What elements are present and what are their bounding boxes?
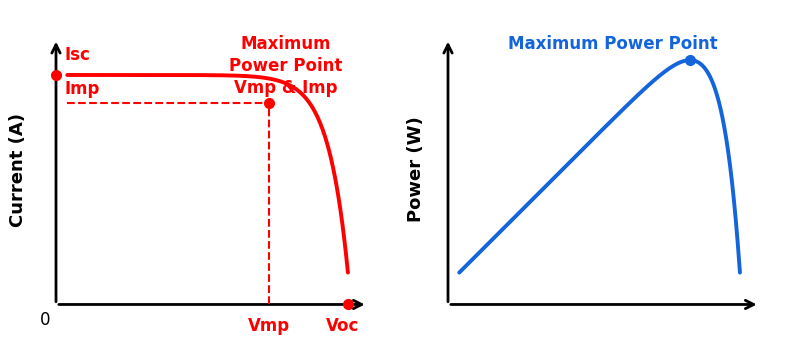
Text: Maximum Power Point: Maximum Power Point xyxy=(508,35,718,53)
Text: Voc: Voc xyxy=(326,317,359,335)
Text: 0: 0 xyxy=(40,311,50,329)
Text: Maximum
Power Point
Vmp & Imp: Maximum Power Point Vmp & Imp xyxy=(229,35,342,97)
Text: Vmp: Vmp xyxy=(248,317,290,335)
Text: Power (W): Power (W) xyxy=(407,117,425,222)
Text: Current (A): Current (A) xyxy=(9,112,26,227)
Text: Imp: Imp xyxy=(65,80,100,98)
Text: Isc: Isc xyxy=(65,46,90,64)
